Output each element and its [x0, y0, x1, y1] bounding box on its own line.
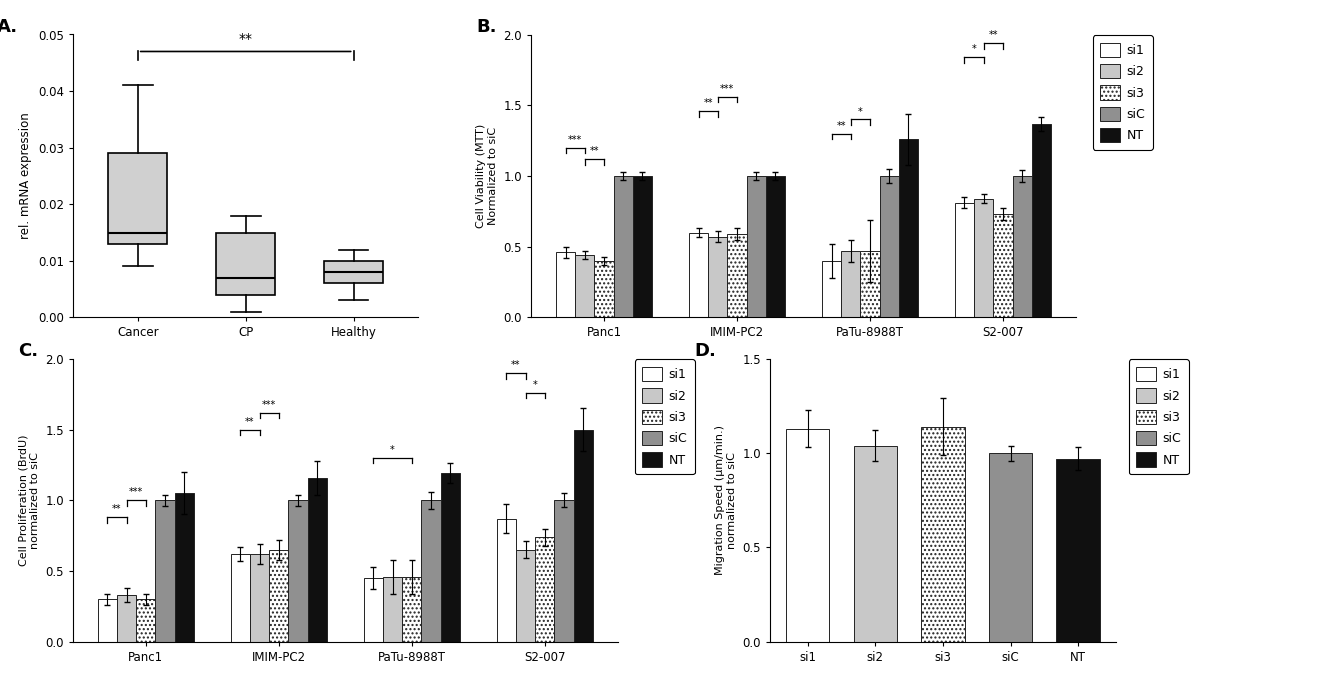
Bar	[308, 477, 327, 642]
Bar	[250, 554, 270, 642]
Bar	[441, 473, 459, 642]
Bar	[421, 500, 441, 642]
Text: *: *	[533, 380, 538, 390]
PathPatch shape	[108, 153, 167, 244]
Bar	[955, 203, 975, 317]
Text: C.: C.	[19, 342, 39, 359]
Text: ***: ***	[129, 487, 143, 497]
Text: ***: ***	[720, 84, 734, 94]
Bar	[993, 214, 1012, 317]
Bar	[231, 554, 250, 642]
Bar	[614, 176, 632, 317]
Legend: si1, si2, si3, siC, NT: si1, si2, si3, siC, NT	[1093, 35, 1153, 150]
Y-axis label: rel. mRNA expression: rel. mRNA expression	[20, 112, 32, 239]
Bar	[382, 577, 402, 642]
PathPatch shape	[216, 233, 275, 295]
Bar	[497, 519, 517, 642]
Text: **: **	[511, 360, 521, 370]
Bar	[861, 251, 879, 317]
Text: *: *	[390, 445, 394, 455]
Bar	[728, 234, 746, 317]
Legend: si1, si2, si3, siC, NT: si1, si2, si3, siC, NT	[1129, 359, 1189, 474]
Bar	[841, 251, 861, 317]
Text: **: **	[988, 30, 999, 40]
Bar	[899, 139, 918, 317]
Bar	[1057, 459, 1100, 642]
Bar	[689, 233, 708, 317]
Bar	[98, 599, 117, 642]
Bar	[922, 426, 964, 642]
Legend: si1, si2, si3, siC, NT: si1, si2, si3, siC, NT	[635, 359, 695, 474]
Bar	[989, 453, 1032, 642]
Bar	[1012, 176, 1032, 317]
Text: ***: ***	[568, 135, 582, 145]
Y-axis label: Migration Speed (μm/min.)
normalized to siC: Migration Speed (μm/min.) normalized to …	[716, 425, 737, 575]
Bar	[708, 237, 728, 317]
Text: **: **	[246, 417, 255, 426]
Y-axis label: Cell Proliferation (BrdU)
normalized to siC: Cell Proliferation (BrdU) normalized to …	[19, 435, 40, 566]
Bar	[270, 550, 288, 642]
Bar	[554, 500, 574, 642]
Bar	[746, 176, 766, 317]
Text: A.: A.	[0, 17, 19, 35]
Y-axis label: Cell Viability (MTT)
Normalized to siC: Cell Viability (MTT) Normalized to siC	[477, 124, 498, 228]
Bar	[535, 537, 554, 642]
Bar	[786, 428, 829, 642]
Bar	[595, 261, 614, 317]
Text: **: **	[590, 146, 599, 156]
Bar	[632, 176, 652, 317]
Text: *: *	[972, 44, 976, 55]
Text: **: **	[837, 121, 846, 130]
PathPatch shape	[324, 261, 384, 284]
Text: B.: B.	[477, 17, 497, 35]
Bar	[117, 595, 137, 642]
Text: **: **	[113, 504, 122, 515]
Bar	[575, 255, 595, 317]
Bar	[975, 199, 993, 317]
Bar	[574, 429, 592, 642]
Bar	[854, 446, 896, 642]
Text: ***: ***	[262, 400, 276, 410]
Bar	[155, 500, 174, 642]
Text: D.: D.	[695, 342, 716, 359]
Bar	[556, 253, 575, 317]
Bar	[174, 493, 194, 642]
Text: **: **	[239, 32, 252, 46]
Text: **: **	[704, 98, 713, 108]
Bar	[288, 500, 308, 642]
Bar	[822, 261, 841, 317]
Bar	[1032, 124, 1050, 317]
Bar	[402, 577, 421, 642]
Text: *: *	[858, 106, 863, 117]
Bar	[766, 176, 785, 317]
Bar	[879, 176, 899, 317]
Bar	[517, 550, 535, 642]
Bar	[137, 599, 155, 642]
Bar	[364, 578, 382, 642]
